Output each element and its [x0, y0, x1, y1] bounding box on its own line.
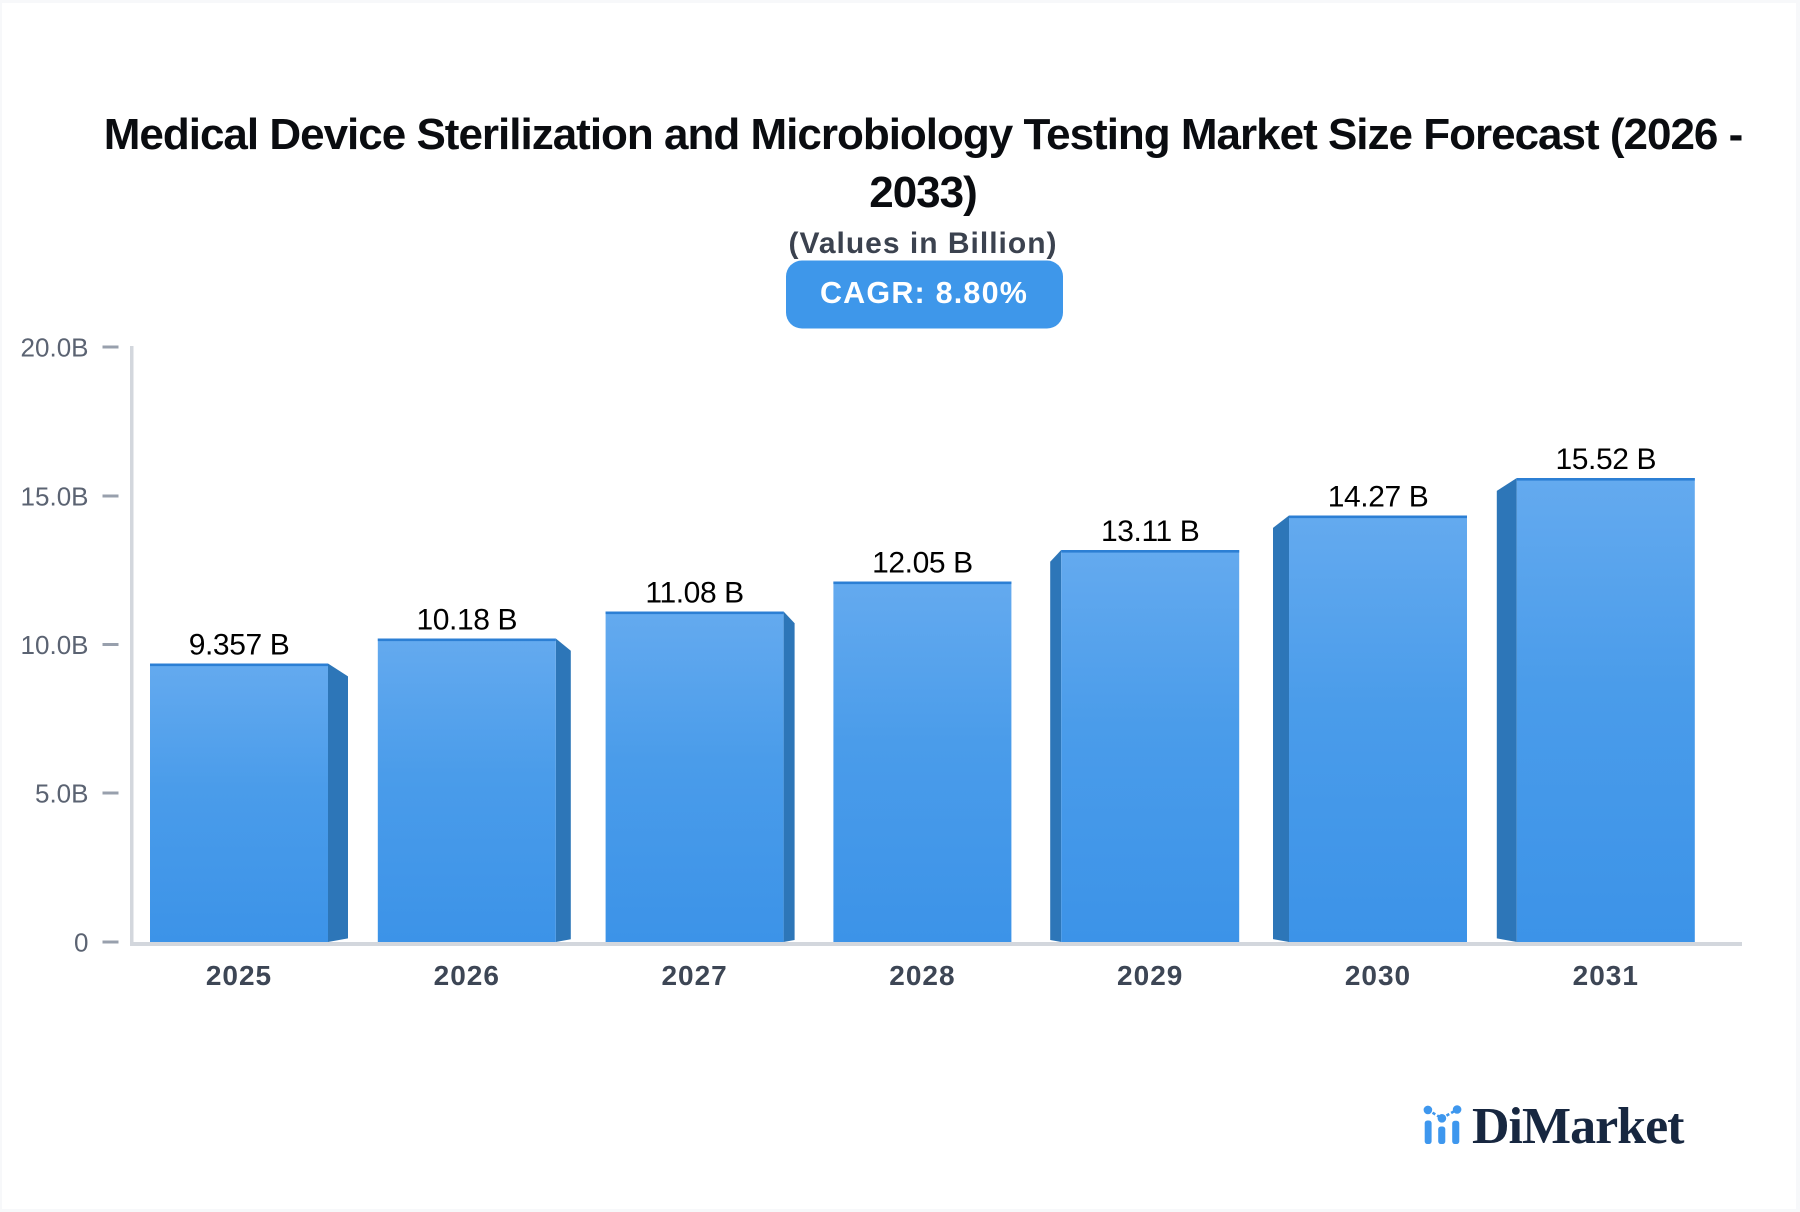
svg-text:15.0B: 15.0B — [21, 482, 89, 512]
svg-text:9.357 B: 9.357 B — [189, 629, 290, 662]
svg-text:15.52 B: 15.52 B — [1555, 443, 1656, 476]
svg-text:10.18 B: 10.18 B — [416, 604, 517, 637]
svg-text:2025: 2025 — [206, 960, 272, 991]
svg-text:2027: 2027 — [661, 960, 727, 991]
svg-text:2026: 2026 — [434, 960, 500, 991]
svg-text:13.11 B: 13.11 B — [1101, 515, 1199, 548]
svg-text:2028: 2028 — [889, 960, 955, 991]
svg-text:CAGR: 8.80%: CAGR: 8.80% — [820, 276, 1028, 310]
svg-text:12.05 B: 12.05 B — [872, 547, 973, 580]
svg-text:2033): 2033) — [869, 168, 977, 217]
svg-text:2030: 2030 — [1345, 960, 1411, 991]
svg-text:20.0B: 20.0B — [21, 333, 89, 363]
svg-text:DiMarket: DiMarket — [1472, 1098, 1685, 1155]
svg-text:11.08 B: 11.08 B — [645, 577, 743, 610]
svg-text:14.27 B: 14.27 B — [1328, 481, 1429, 514]
svg-text:(Values in Billion): (Values in Billion) — [788, 227, 1057, 260]
svg-text:0: 0 — [74, 928, 88, 958]
svg-text:2029: 2029 — [1117, 960, 1183, 991]
svg-text:10.0B: 10.0B — [21, 630, 89, 660]
svg-text:5.0B: 5.0B — [35, 779, 89, 809]
svg-text:Medical Device Sterilization a: Medical Device Sterilization and Microbi… — [104, 110, 1743, 159]
svg-text:2031: 2031 — [1573, 960, 1639, 991]
